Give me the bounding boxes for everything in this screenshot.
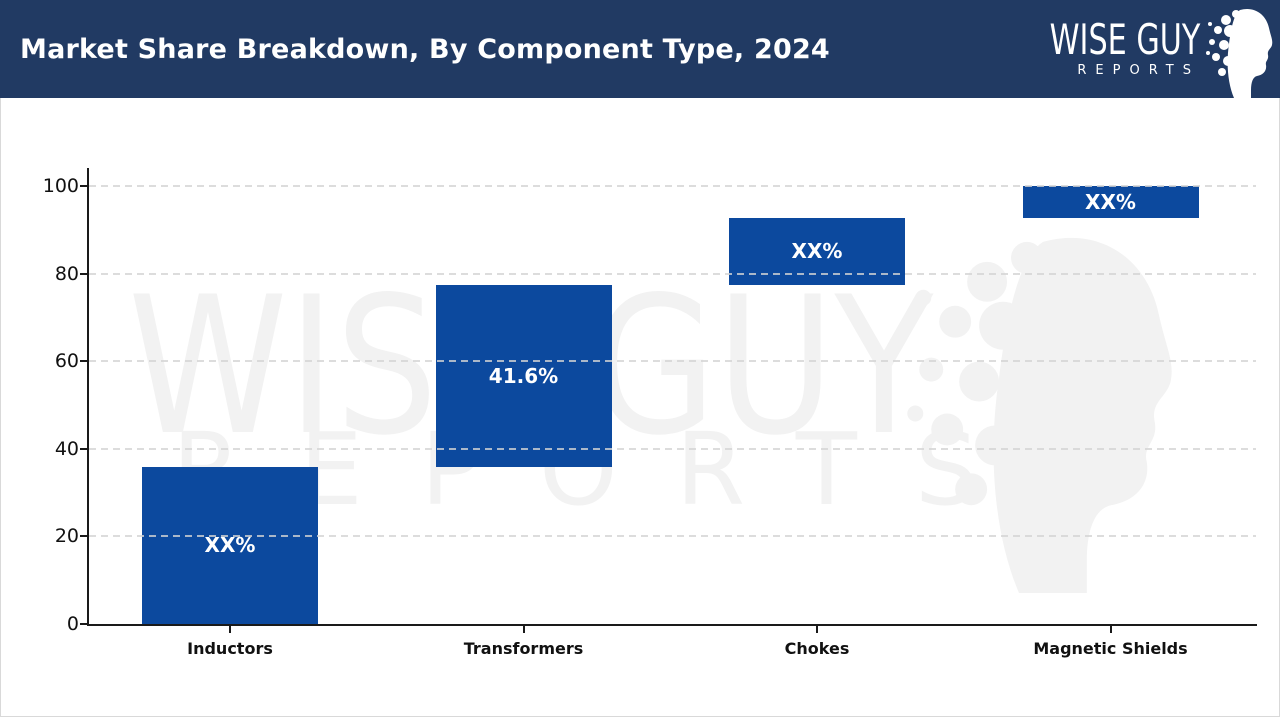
logo-subtitle: REPORTS xyxy=(1077,63,1200,78)
y-tick-label: 60 xyxy=(54,350,79,372)
bar-value-label: XX% xyxy=(204,533,256,558)
y-tick-mark xyxy=(80,272,87,275)
y-tick-mark xyxy=(80,622,87,625)
bar: 41.6% xyxy=(435,284,612,467)
bar: XX% xyxy=(729,217,905,285)
x-tick-mark xyxy=(229,626,231,633)
logo-head-icon xyxy=(1206,9,1273,98)
y-axis-line xyxy=(87,168,89,626)
y-gridline xyxy=(89,185,1256,187)
y-gridline xyxy=(89,272,1256,275)
watermark-head-icon xyxy=(907,237,1172,593)
logo-wordmark: WISE GUY xyxy=(1049,15,1200,64)
x-tick-mark xyxy=(816,626,818,633)
y-tick-label: 0 xyxy=(66,612,79,635)
bar-value-label: 41.6% xyxy=(488,363,559,388)
y-tick-mark xyxy=(80,185,87,187)
y-gridline xyxy=(89,447,1256,450)
brand-logo: WISE GUY REPORTS xyxy=(1016,0,1276,98)
chart-title: Market Share Breakdown, By Component Typ… xyxy=(20,33,830,65)
bar-value-label: XX% xyxy=(1085,189,1136,214)
y-tick-mark xyxy=(80,447,87,450)
x-category-label: Transformers xyxy=(463,639,584,658)
report-header: Market Share Breakdown, By Component Typ… xyxy=(0,0,1280,98)
x-category-label: Magnetic Shields xyxy=(1033,639,1188,658)
y-tick-mark xyxy=(80,360,87,362)
x-tick-mark xyxy=(1109,626,1112,633)
x-category-label: Chokes xyxy=(784,639,850,658)
y-tick-label: 80 xyxy=(54,262,79,285)
y-tick-mark xyxy=(80,535,87,537)
bar: XX% xyxy=(1022,186,1199,218)
y-gridline xyxy=(89,535,1256,537)
bar: XX% xyxy=(142,466,318,624)
x-category-label: Inductors xyxy=(187,639,273,658)
y-tick-label: 20 xyxy=(54,525,79,547)
bar-value-label: XX% xyxy=(791,239,843,264)
logo-text: WISE GUY REPORTS xyxy=(991,15,1200,79)
y-gridline xyxy=(89,360,1256,362)
x-tick-mark xyxy=(522,626,525,633)
y-tick-label: 40 xyxy=(54,437,79,460)
y-tick-label: 100 xyxy=(42,175,79,197)
x-axis-line xyxy=(87,624,1257,626)
